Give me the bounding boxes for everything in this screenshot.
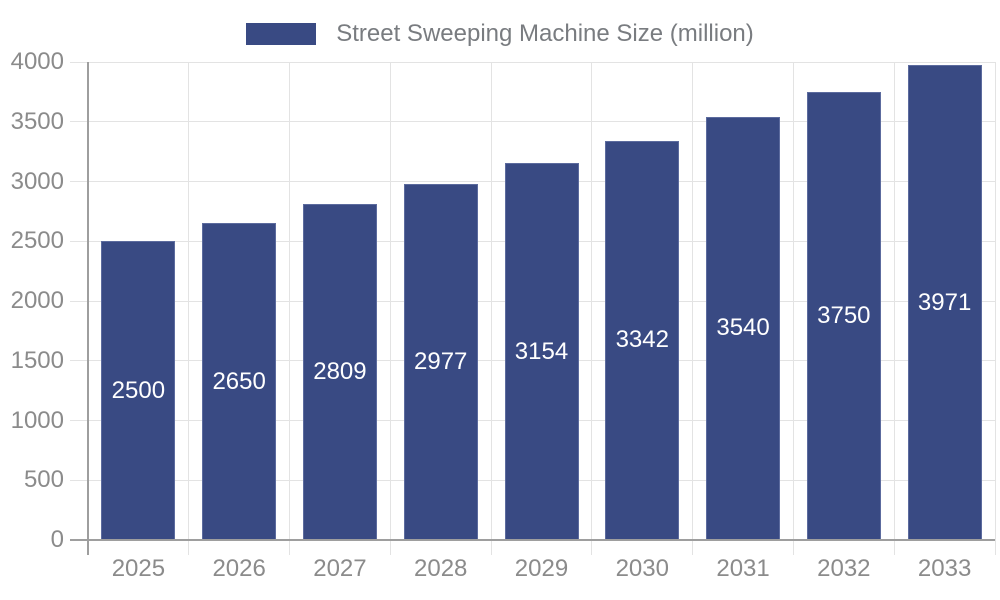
y-axis-tick-label: 4000 (10, 48, 64, 75)
x-gridline (289, 62, 291, 555)
y-axis-tick-label: 3000 (10, 167, 64, 195)
x-gridline (490, 62, 492, 555)
bar-value-label: 3154 (514, 337, 569, 365)
bar[interactable]: 3342 (605, 140, 680, 540)
bar[interactable]: 2977 (403, 184, 478, 540)
x-axis-tick-label: 2032 (817, 555, 871, 582)
bar-value-label: 2650 (212, 367, 266, 395)
legend-swatch (246, 23, 317, 45)
x-gridline (692, 62, 694, 555)
bar-value-label: 3971 (917, 288, 972, 316)
bar-value-label: 3342 (615, 326, 669, 354)
bar[interactable]: 3540 (706, 116, 781, 540)
x-axis-tick-label: 2030 (615, 555, 669, 582)
x-gridline (188, 62, 190, 555)
y-axis-line (87, 62, 89, 555)
x-gridline (591, 62, 593, 555)
bar[interactable]: 3750 (806, 91, 881, 540)
x-axis-tick-label: 2029 (514, 555, 569, 582)
bar[interactable]: 3971 (907, 65, 982, 540)
y-axis-tick-label: 3500 (10, 107, 64, 135)
y-gridline (70, 121, 995, 123)
bar-value-label: 3750 (817, 301, 871, 329)
y-gridline (70, 61, 995, 63)
x-gridline (792, 62, 794, 555)
bar-value-label: 3540 (716, 314, 770, 342)
legend-item[interactable]: Street Sweeping Machine Size (million) (0, 20, 1000, 48)
y-axis-tick-label: 1000 (10, 406, 64, 434)
y-axis-tick-label: 500 (23, 466, 64, 494)
bar[interactable]: 3154 (504, 163, 579, 540)
y-axis-tick-label: 2500 (10, 227, 64, 255)
x-axis-tick-label: 2031 (716, 555, 770, 582)
legend-label: Street Sweeping Machine Size (million) (336, 20, 754, 47)
bar[interactable]: 2650 (202, 223, 277, 540)
y-axis-tick-label: 1500 (10, 346, 64, 374)
y-axis-tick-label: 2000 (10, 287, 64, 314)
bar-value-label: 2809 (313, 358, 367, 386)
bar-value-label: 2977 (414, 348, 468, 376)
x-axis-tick-label: 2026 (212, 555, 266, 582)
x-gridline (893, 62, 895, 555)
bar[interactable]: 2500 (101, 241, 176, 540)
bar[interactable]: 2809 (302, 204, 377, 540)
x-gridline (389, 62, 391, 555)
x-axis-tick-label: 2033 (917, 555, 972, 582)
x-gridline (994, 62, 996, 555)
x-axis-line (70, 539, 995, 541)
y-axis-tick-label: 0 (50, 526, 64, 553)
x-axis-tick-label: 2025 (111, 555, 166, 582)
x-axis-tick-label: 2028 (414, 555, 468, 582)
x-axis-tick-label: 2027 (313, 555, 367, 582)
bar-value-label: 2500 (111, 376, 166, 404)
